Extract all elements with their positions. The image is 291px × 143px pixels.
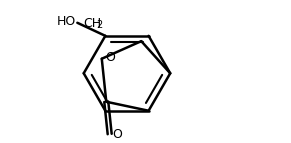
Text: 2: 2 (96, 20, 103, 30)
Text: CH: CH (83, 17, 101, 30)
Text: HO: HO (56, 15, 76, 28)
Text: O: O (112, 128, 122, 141)
Text: O: O (106, 51, 116, 64)
